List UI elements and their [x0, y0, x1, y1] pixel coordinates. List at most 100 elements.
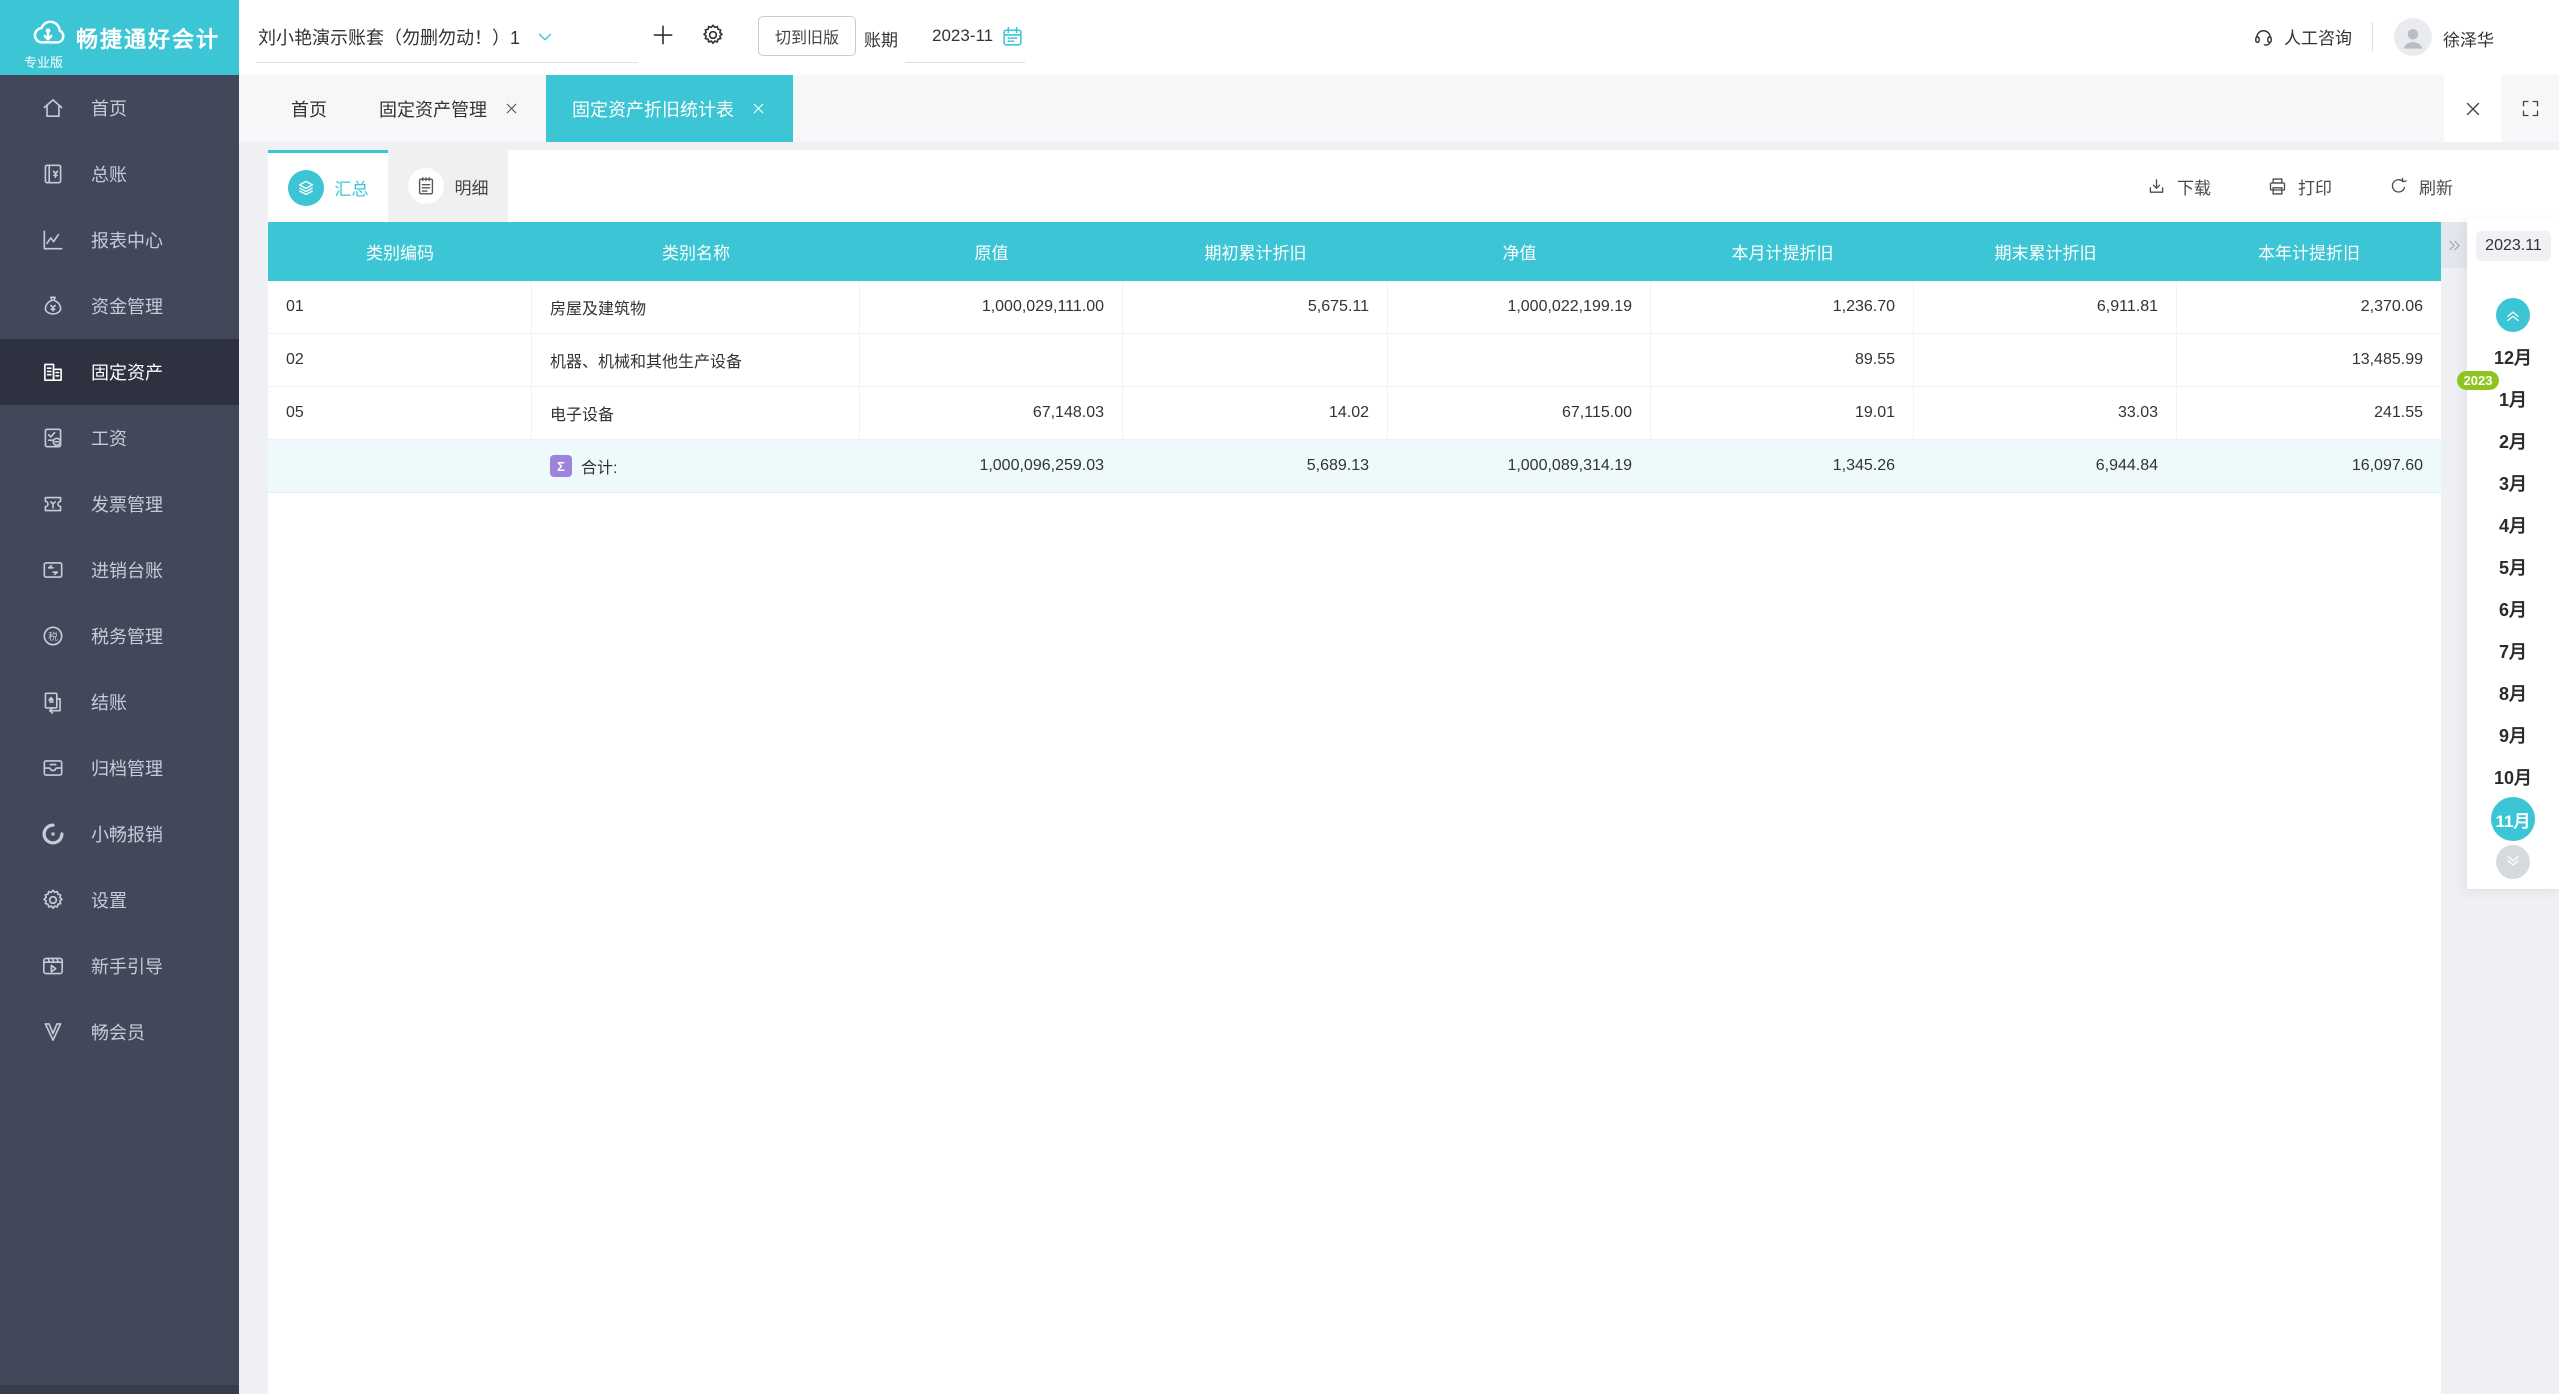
view-tab-label: 明细	[454, 178, 489, 198]
month-item-9[interactable]: 8月	[2498, 684, 2527, 704]
month-item-5[interactable]: 4月	[2498, 516, 2527, 536]
sidebar-item-tax-management[interactable]: 税 税务管理	[0, 603, 239, 669]
person-icon	[2394, 23, 2432, 53]
sidebar-item-settings[interactable]: 设置	[0, 867, 239, 933]
table-body: 01 房屋及建筑物 1,000,029,111.00 5,675.11 1,000,02…	[268, 281, 2441, 493]
sidebar-item-beginner-guide[interactable]: 新手引导	[0, 933, 239, 999]
account-underline	[256, 62, 638, 63]
table-cell: 01	[268, 281, 532, 333]
sidebar-item-general-ledger[interactable]: 总账	[0, 141, 239, 207]
sidebar-item-closing[interactable]: 结账	[0, 669, 239, 735]
table-cell: 13,485.99	[2351, 351, 2423, 368]
month-item-6[interactable]: 5月	[2498, 558, 2527, 578]
table-row: 01 房屋及建筑物 1,000,029,111.00 5,675.11 1,000,02…	[268, 281, 2441, 334]
table-total-row: Σ 合计: 1,000,096,259.03 5,689.13 1,000,089,31…	[268, 440, 2441, 493]
archive-icon	[40, 755, 66, 781]
fullscreen-icon	[2520, 98, 2541, 119]
sidebar-item-funds-management[interactable]: 资金管理	[0, 273, 239, 339]
chevron-down-icon[interactable]	[534, 26, 556, 48]
switch-old-version-button[interactable]: 切到旧版	[758, 16, 857, 56]
sidebar-item-archive-management[interactable]: 归档管理	[0, 735, 239, 801]
below-panel-background	[2467, 889, 2559, 1394]
sidebar-item-xiaochang-expense[interactable]: 小畅报销	[0, 801, 239, 867]
view-tab-detail[interactable]: 明细	[388, 150, 508, 222]
settings-gear-button[interactable]	[700, 22, 726, 48]
invoice-icon	[40, 491, 66, 517]
sidebar-item-chang-member[interactable]: 畅会员	[0, 999, 239, 1065]
month-item-3[interactable]: 2月	[2498, 432, 2527, 452]
sidebar-item-invoice-management[interactable]: 发票管理	[0, 471, 239, 537]
table-cell: 1,345.26	[1651, 440, 1914, 492]
month-item-7[interactable]: 6月	[2498, 600, 2527, 620]
sidebar-item-label: 税务管理	[91, 627, 163, 647]
period-value[interactable]: 2023-11	[932, 26, 994, 45]
month-panel: 2023.11 12月 1月 2月 3月 4月 5月 6月 7月 8月 9月 10月 11月 2023	[2457, 219, 2559, 889]
month-item-8[interactable]: 7月	[2498, 642, 2527, 662]
add-account-button[interactable]	[650, 22, 676, 48]
sidebar-item-label: 首页	[91, 99, 127, 119]
building-icon	[40, 359, 66, 385]
username[interactable]: 徐泽华	[2443, 31, 2494, 50]
month-item-4[interactable]: 3月	[2498, 474, 2527, 494]
period-underline	[905, 62, 1025, 63]
table-cell: 67,148.03	[860, 387, 1123, 439]
tab-fixed-assets-management[interactable]: 固定资产管理	[353, 75, 546, 142]
download-button[interactable]: 下载	[2146, 174, 2211, 199]
table-cell: 05	[268, 387, 532, 439]
moneybag-icon	[40, 293, 66, 319]
support-label: 人工咨询	[2284, 29, 2352, 48]
account-selector[interactable]: 刘小艳演示账套（勿删勿动！）1	[258, 24, 556, 50]
scroll-up-button[interactable]	[2496, 298, 2530, 332]
sidebar-item-label: 结账	[91, 693, 127, 713]
tab-home[interactable]: 首页	[265, 75, 353, 142]
table-cell: 16,097.60	[2351, 457, 2423, 474]
close-page-button[interactable]	[2444, 75, 2501, 142]
month-item-2[interactable]: 1月	[2498, 390, 2527, 410]
refresh-button[interactable]: 刷新	[2388, 174, 2453, 199]
page-tab-bar: 首页 固定资产管理 固定资产折旧统计表	[239, 75, 2559, 142]
action-label: 打印	[2298, 178, 2332, 198]
sidebar-item-fixed-assets[interactable]: 固定资产	[0, 339, 239, 405]
table-cell: 5,689.13	[1123, 440, 1388, 492]
depreciation-table: 类别编码 类别名称 原值 期初累计折旧 净值 本月计提折旧 期末累计折旧 本年计提折旧 01 房…	[268, 222, 2441, 493]
top-bar: 畅捷通好会计 专业版 刘小艳演示账套（勿删勿动！）1 切到旧版 账期 2023-…	[0, 0, 2559, 75]
sidebar-item-payroll[interactable]: 工资	[0, 405, 239, 471]
view-tab-summary[interactable]: 汇总	[268, 150, 388, 222]
month-item-12[interactable]: 11月	[2467, 797, 2559, 841]
sidebar-item-label: 资金管理	[91, 297, 163, 317]
table-cell: 2,370.06	[2360, 298, 2423, 315]
sidebar-item-label: 畅会员	[91, 1023, 145, 1043]
table-cell: Σ 合计:	[532, 440, 860, 492]
tab-label: 首页	[291, 99, 327, 120]
collapse-panel-handle[interactable]	[2441, 222, 2467, 268]
print-button[interactable]: 打印	[2267, 174, 2332, 199]
column-header: 类别编码	[366, 244, 434, 263]
column-header: 原值	[974, 244, 1009, 263]
gear-icon	[40, 887, 66, 913]
table-cell: 1,000,096,259.03	[860, 440, 1123, 492]
inout-icon	[40, 557, 66, 583]
fullscreen-button[interactable]	[2501, 75, 2559, 142]
headset-icon	[2252, 25, 2275, 48]
table-cell: 6,944.84	[1914, 440, 2177, 492]
view-tab-label: 汇总	[334, 180, 369, 199]
support-button[interactable]: 人工咨询	[2252, 24, 2352, 49]
sidebar-item-report-center[interactable]: 报表中心	[0, 207, 239, 273]
calendar-icon[interactable]	[1000, 24, 1025, 49]
tab-close-icon[interactable]	[503, 100, 520, 117]
month-item-1[interactable]: 12月	[2493, 348, 2533, 368]
table-cell	[1123, 334, 1388, 386]
chart-icon	[40, 227, 66, 253]
printer-icon	[2267, 176, 2288, 197]
avatar[interactable]	[2394, 18, 2432, 56]
layers-icon	[287, 169, 324, 206]
month-item-11[interactable]: 10月	[2493, 768, 2533, 788]
table-cell	[1914, 334, 2177, 386]
sidebar-item-purchase-sales-ledger[interactable]: 进销台账	[0, 537, 239, 603]
action-label: 刷新	[2419, 178, 2453, 198]
sidebar-item-home[interactable]: 首页	[0, 75, 239, 141]
tab-close-icon[interactable]	[750, 100, 767, 117]
month-item-10[interactable]: 9月	[2498, 726, 2527, 746]
tab-fixed-assets-depreciation-report[interactable]: 固定资产折旧统计表	[546, 75, 793, 142]
scroll-down-button[interactable]	[2496, 845, 2530, 879]
